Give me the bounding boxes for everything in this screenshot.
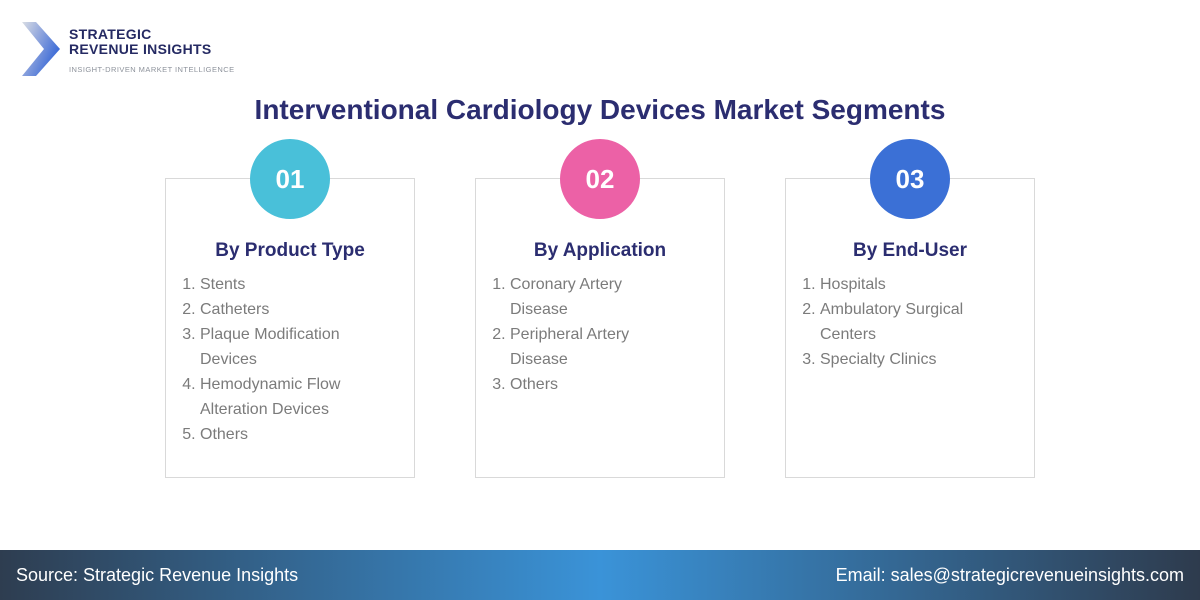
footer-source-text: Source: Strategic Revenue Insights xyxy=(16,564,299,585)
list-item: Hospitals xyxy=(820,272,990,297)
card-number-badge-1: 01 xyxy=(250,139,330,219)
footer-bar: Source: Strategic Revenue Insights Email… xyxy=(0,550,1200,600)
logo-wordmark: STRATEGIC REVENUE INSIGHTS INSIGHT-DRIVE… xyxy=(69,26,235,75)
segment-cards-row: 01 By Product Type Stents Catheters Plaq… xyxy=(0,139,1200,478)
card-heading-application: By Application xyxy=(533,240,667,261)
card-heading-product-type: By Product Type xyxy=(215,240,365,261)
card-end-user: 03 By End-User Hospitals Ambulatory Surg… xyxy=(785,139,1035,478)
list-item: Plaque Modification Devices xyxy=(200,322,370,372)
list-item: Catheters xyxy=(200,297,370,322)
logo-chevron-icon xyxy=(22,22,60,76)
card-heading-end-user: By End-User xyxy=(852,240,968,261)
card-number-badge-2: 02 xyxy=(560,139,640,219)
list-item: Others xyxy=(510,372,680,397)
list-item: Coronary Artery Disease xyxy=(510,272,680,322)
logo-line-2: REVENUE INSIGHTS xyxy=(69,41,212,57)
list-item: Ambulatory Surgical Centers xyxy=(820,297,990,347)
list-item: Others xyxy=(200,422,370,447)
end-user-list: Hospitals Ambulatory Surgical Centers Sp… xyxy=(786,272,1034,372)
card-application: 02 By Application Coronary Artery Diseas… xyxy=(475,139,725,478)
application-list: Coronary Artery Disease Peripheral Arter… xyxy=(476,272,724,397)
list-item: Stents xyxy=(200,272,370,297)
logo-line-1: STRATEGIC xyxy=(69,26,152,42)
card-product-type: 01 By Product Type Stents Catheters Plaq… xyxy=(165,139,415,478)
footer-email-text: Email: sales@strategicrevenueinsights.co… xyxy=(835,564,1184,585)
logo-tagline: INSIGHT-DRIVEN MARKET INTELLIGENCE xyxy=(69,65,235,74)
list-item: Peripheral Artery Disease xyxy=(510,322,680,372)
list-item: Specialty Clinics xyxy=(820,347,990,372)
list-item: Hemodynamic Flow Alteration Devices xyxy=(200,372,370,422)
product-type-list: Stents Catheters Plaque Modification Dev… xyxy=(166,272,414,447)
brand-logo: STRATEGIC REVENUE INSIGHTS INSIGHT-DRIVE… xyxy=(22,22,235,76)
page-title: Interventional Cardiology Devices Market… xyxy=(254,94,946,125)
card-number-badge-3: 03 xyxy=(870,139,950,219)
